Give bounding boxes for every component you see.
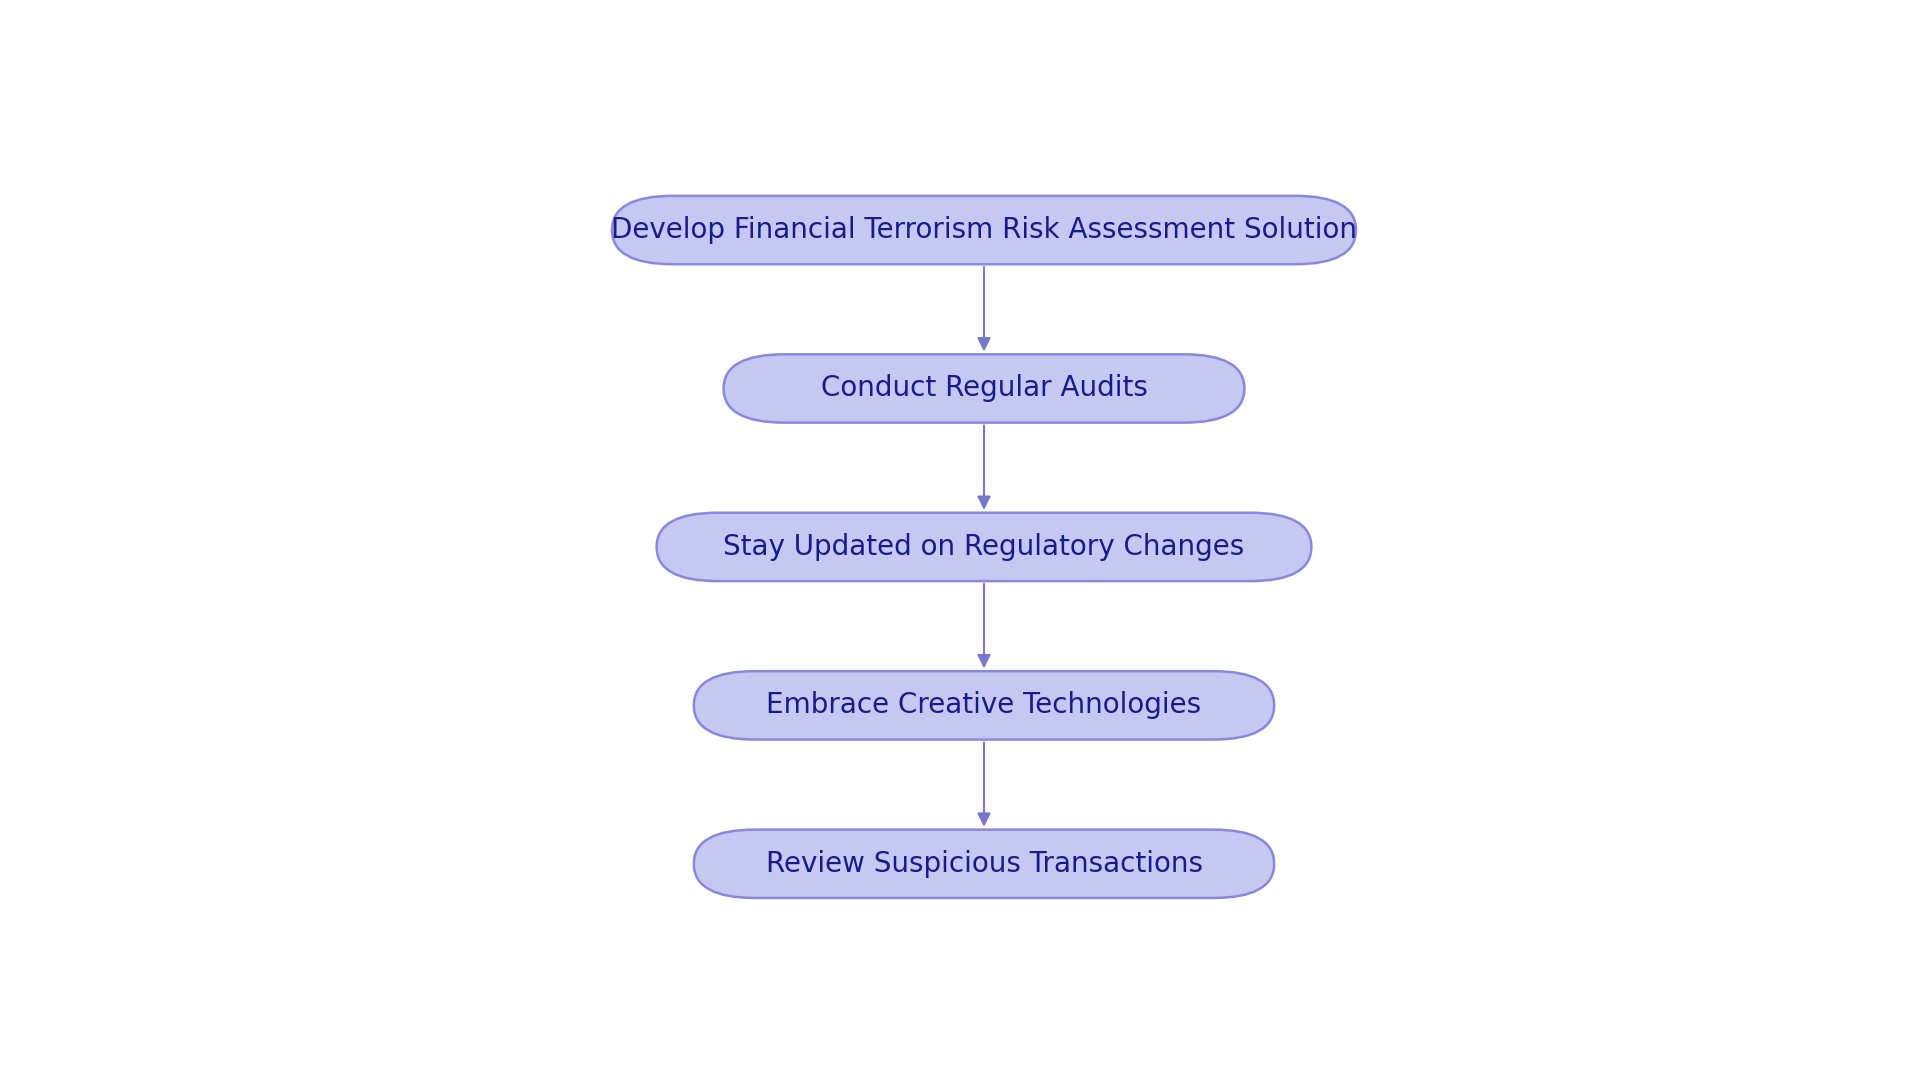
FancyBboxPatch shape (612, 196, 1356, 264)
Text: Embrace Creative Technologies: Embrace Creative Technologies (766, 691, 1202, 719)
Text: Conduct Regular Audits: Conduct Regular Audits (820, 375, 1148, 403)
FancyBboxPatch shape (724, 354, 1244, 422)
Text: Review Suspicious Transactions: Review Suspicious Transactions (766, 850, 1202, 878)
Text: Stay Updated on Regulatory Changes: Stay Updated on Regulatory Changes (724, 533, 1244, 561)
Text: Develop Financial Terrorism Risk Assessment Solution: Develop Financial Terrorism Risk Assessm… (611, 216, 1357, 244)
FancyBboxPatch shape (693, 671, 1275, 740)
FancyBboxPatch shape (657, 512, 1311, 582)
FancyBboxPatch shape (693, 830, 1275, 898)
